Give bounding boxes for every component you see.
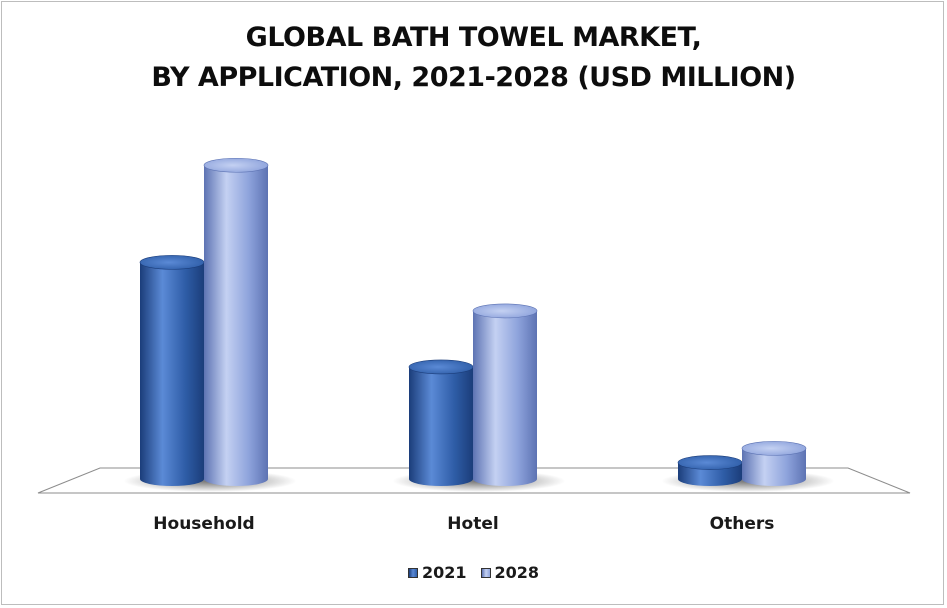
bar-hotel-2021 [408,359,474,486]
chart-title-line-1: GLOBAL BATH TOWEL MARKET, [245,22,702,53]
chart-title-line-2: BY APPLICATION, 2021-2028 (USD MILLION) [151,62,796,93]
bar-household-2028 [203,157,269,486]
legend-item-2021: 2021 [407,563,467,582]
bar-hotel-2028 [472,303,538,486]
chart-title: GLOBAL BATH TOWEL MARKET, BY APPLICATION… [0,18,947,98]
x-axis-labels: Household Hotel Others [153,514,774,534]
legend-item-2028: 2028 [480,563,540,582]
x-axis-label-household: Household [153,514,254,534]
legend-swatch-2028 [480,567,491,578]
bar-others-2021 [677,455,743,486]
x-axis-label-hotel: Hotel [447,514,498,534]
x-axis-label-others: Others [710,514,775,534]
legend: 2021 2028 [0,563,947,582]
bars [139,157,807,486]
legend-label-2028: 2028 [494,563,540,582]
legend-label-2021: 2021 [421,563,467,582]
legend-swatch-2021 [407,567,418,578]
bar-household-2021 [139,255,205,486]
bar-others-2028 [741,441,807,486]
